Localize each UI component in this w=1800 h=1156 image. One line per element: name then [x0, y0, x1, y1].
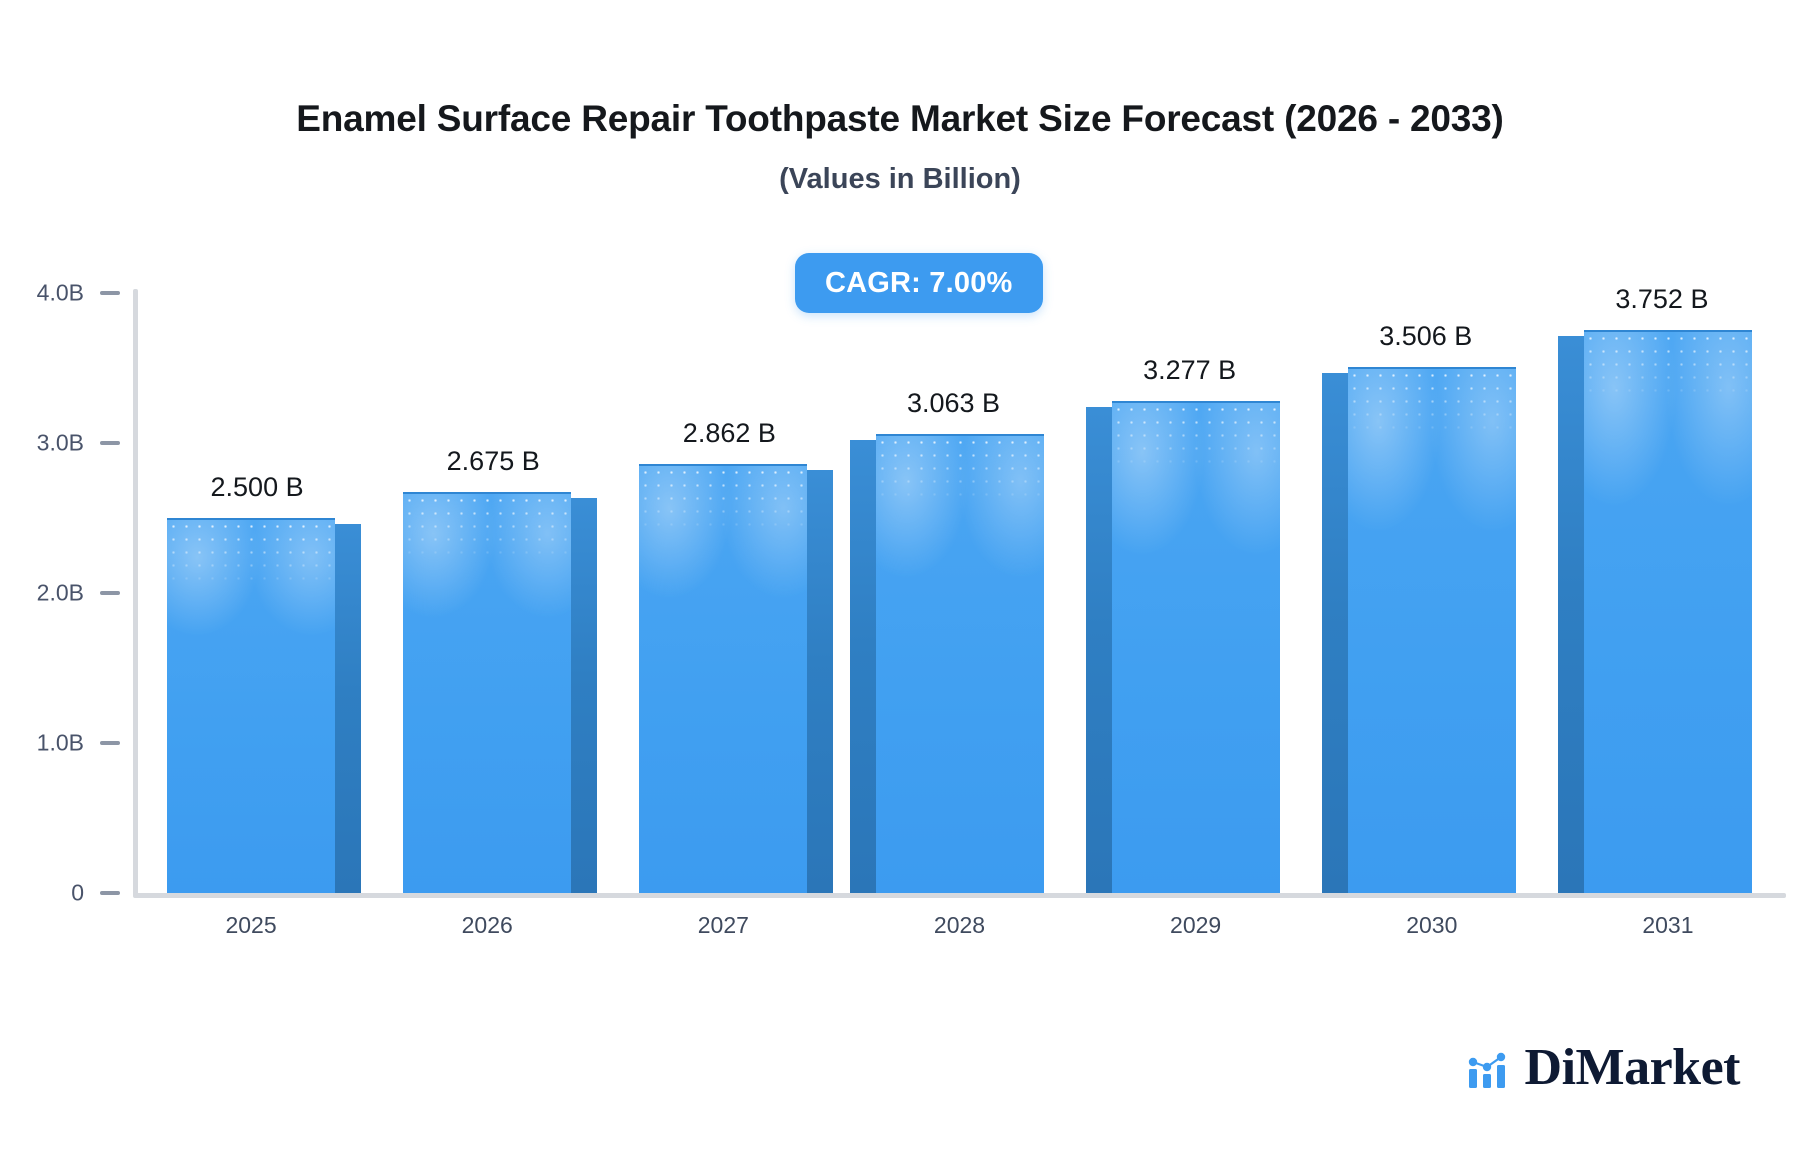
- y-axis-line: [133, 289, 138, 897]
- bar-2025[interactable]: [167, 518, 362, 893]
- x-axis-tick-label: 2031: [1642, 912, 1694, 938]
- bar-face: [1347, 367, 1516, 893]
- chart-subtitle: (Values in Billion): [779, 163, 1021, 195]
- logo-text: DiMarket: [1524, 1039, 1741, 1096]
- y-axis-tick-mark: [100, 741, 120, 745]
- bar-texture: [167, 520, 336, 592]
- bar-texture: [1583, 332, 1752, 405]
- bar-face: [639, 463, 808, 893]
- bar-face: [167, 518, 336, 893]
- bar-value-label: 3.752 B: [1615, 284, 1709, 315]
- bar-texture: [1347, 369, 1516, 442]
- y-axis-tick-mark: [100, 591, 120, 595]
- bar-side-panel: [1321, 373, 1348, 893]
- bar-2031[interactable]: [1557, 330, 1752, 893]
- y-axis-tick-label: 4.0B: [36, 279, 84, 306]
- y-axis-tick-label: 1.0B: [36, 729, 84, 756]
- bar-chart-logo-icon: [1468, 1052, 1505, 1088]
- bar-side-panel: [849, 439, 876, 893]
- bar-side-panel: [1557, 336, 1584, 893]
- y-axis-tick-label: 3.0B: [36, 429, 84, 456]
- x-axis-tick-label: 2027: [697, 912, 749, 938]
- x-axis-tick-label: 2025: [225, 912, 277, 938]
- y-axis-tick-mark: [100, 291, 120, 295]
- x-axis-tick-label: 2028: [933, 912, 986, 938]
- bar-value-label: 3.277 B: [1143, 355, 1237, 386]
- bar-value-label: 2.500 B: [210, 472, 304, 502]
- bar-2029[interactable]: [1085, 401, 1280, 893]
- bar-value-label: 2.862 B: [682, 417, 776, 448]
- y-axis-tick-label: 0: [71, 879, 84, 906]
- x-axis-tick-label: 2029: [1170, 912, 1222, 938]
- x-axis-line: [133, 893, 1786, 898]
- y-axis-tick-label: 2.0B: [36, 579, 84, 606]
- bar-face: [875, 433, 1044, 893]
- cagr-badge-label: CAGR: 7.00%: [825, 266, 1013, 299]
- bar-face: [1111, 401, 1280, 893]
- bar-2030[interactable]: [1321, 367, 1516, 893]
- bar-side-panel: [807, 469, 834, 893]
- dimarket-logo: DiMarket: [1467, 1039, 1741, 1096]
- bar-face: [1583, 330, 1752, 893]
- y-axis-tick-mark: [100, 891, 120, 895]
- bar-side-panel: [571, 497, 598, 893]
- bar-value-label: 3.063 B: [906, 387, 1001, 418]
- x-axis-tick-label: 2026: [461, 912, 513, 938]
- bar-2027[interactable]: [639, 463, 834, 893]
- cagr-badge: CAGR: 7.00%: [795, 253, 1043, 313]
- bar-2026[interactable]: [403, 491, 598, 893]
- bar-value-label: 2.675 B: [446, 445, 540, 476]
- bar-side-panel: [1085, 407, 1112, 893]
- bar-face: [403, 491, 572, 893]
- page-title: Enamel Surface Repair Toothpaste Market …: [296, 98, 1504, 139]
- bar-texture: [639, 465, 808, 538]
- y-axis-tick-mark: [100, 441, 120, 445]
- bar-2028[interactable]: [849, 433, 1044, 893]
- x-axis-tick-label: 2030: [1406, 912, 1458, 938]
- bar-side-panel: [335, 524, 362, 893]
- bar-texture: [1111, 403, 1280, 476]
- bar-texture: [875, 435, 1044, 508]
- bar-texture: [403, 493, 572, 566]
- bar-value-label: 3.506 B: [1379, 321, 1473, 352]
